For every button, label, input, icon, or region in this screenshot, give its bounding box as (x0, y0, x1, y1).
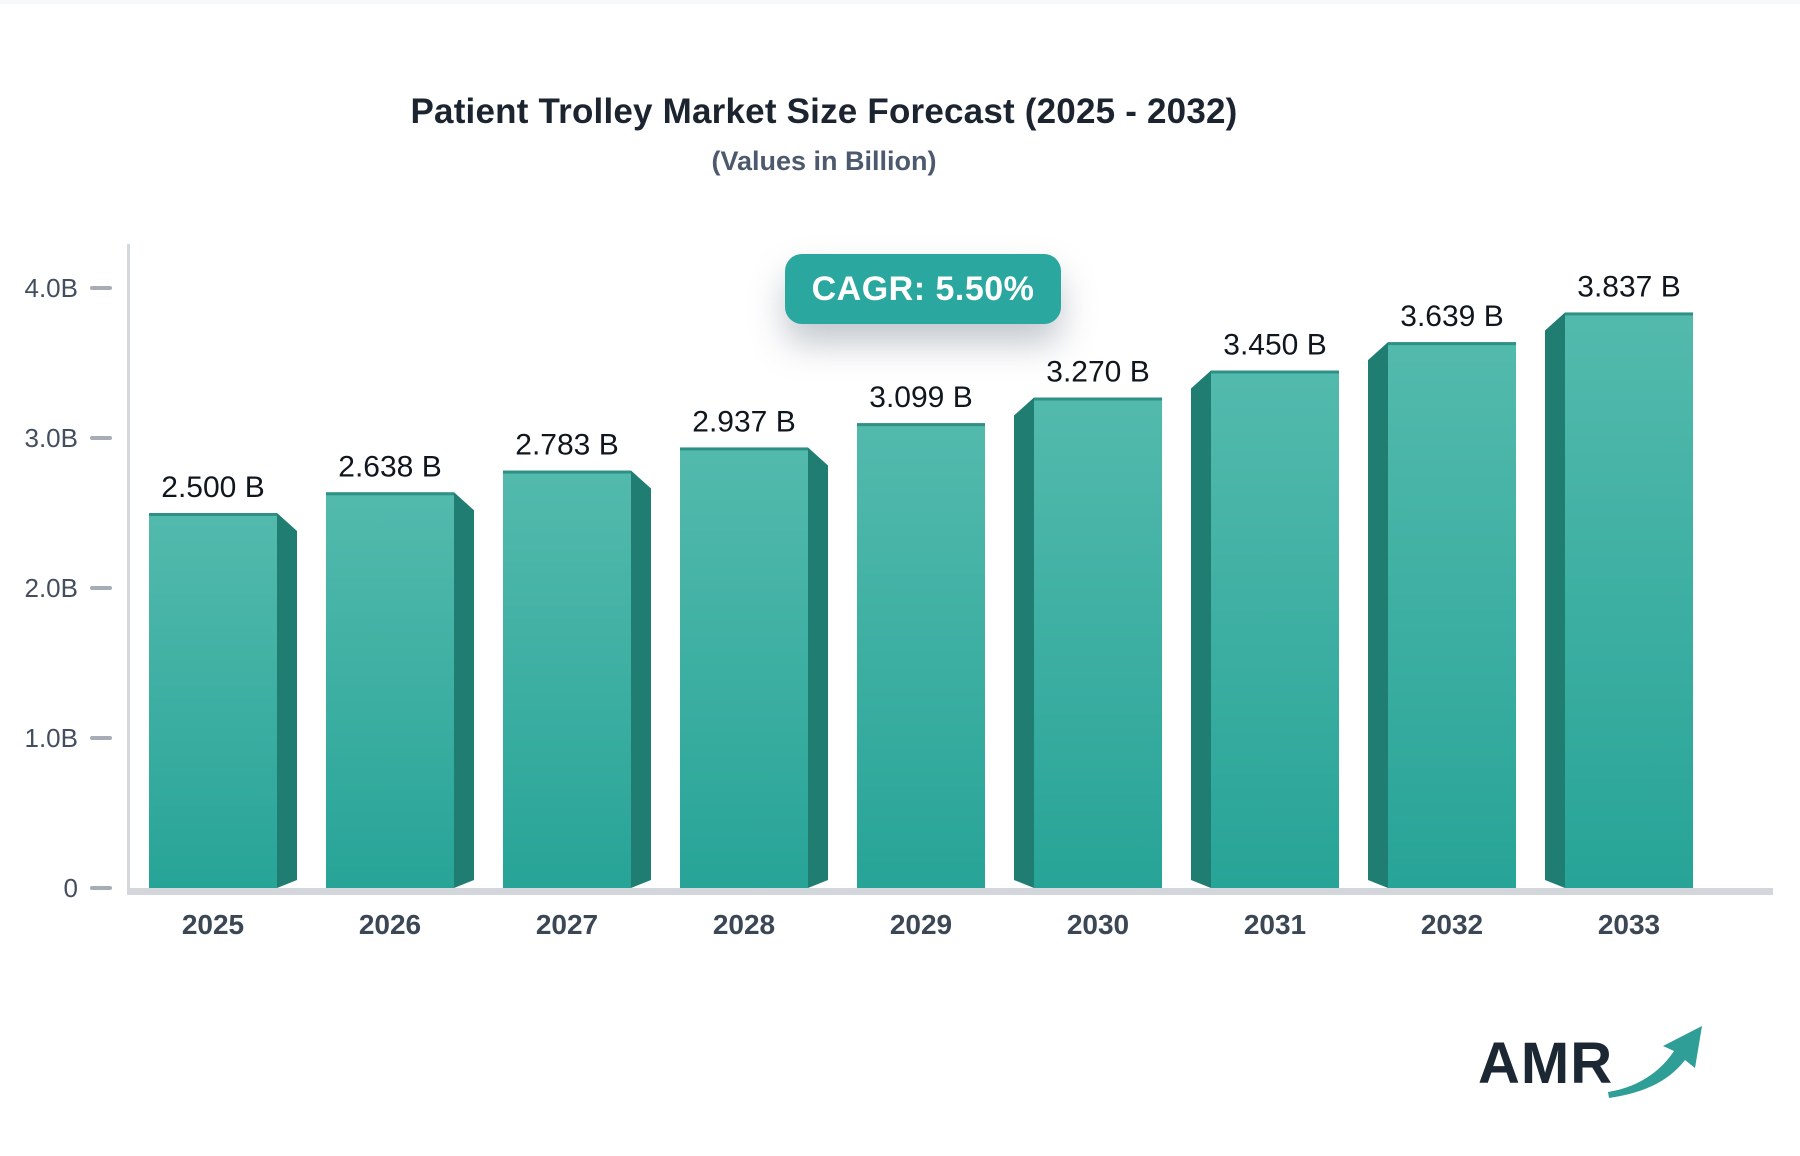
y-tick-dash (90, 886, 112, 890)
x-axis-label: 2030 (1067, 909, 1129, 940)
bar-side (1191, 370, 1211, 888)
bar-value-label: 3.639 B (1400, 300, 1503, 333)
y-axis-label: 4.0B (25, 273, 79, 303)
bar (1034, 397, 1162, 888)
y-axis-label: 2.0B (25, 573, 79, 603)
page-subtitle: (Values in Billion) (711, 146, 937, 176)
logo-arrow-icon (1608, 1026, 1702, 1098)
bar-top-edge (1388, 342, 1516, 346)
bar (1211, 370, 1339, 888)
x-axis-baseline (127, 888, 1773, 895)
chart-header: Patient Trolley Market Size Forecast (20… (0, 92, 1648, 177)
y-tick-dash (90, 436, 112, 440)
page-top-border (0, 0, 1800, 4)
bar-top-edge (1034, 397, 1162, 401)
y-axis-label: 1.0B (25, 723, 79, 753)
x-axis-label: 2027 (536, 909, 598, 940)
bar-value-label: 3.837 B (1577, 270, 1680, 303)
x-axis-label: 2026 (359, 909, 421, 940)
chart-svg: 0 1.0B 2.0B 3.0B 4.0B 2.500 B 2025 2.638 B 2026 2… (25, 244, 1773, 940)
bar (857, 423, 985, 888)
bar (680, 447, 808, 888)
bar-side (277, 513, 297, 888)
bar (503, 470, 631, 888)
y-axis-line (127, 244, 130, 888)
bar-value-label: 3.099 B (869, 381, 972, 414)
y-tick-dash (90, 286, 112, 290)
bar-chart: 0 1.0B 2.0B 3.0B 4.0B 2.500 B 2025 2.638 B 2026 2… (0, 230, 1800, 970)
bar-top-edge (149, 513, 277, 516)
bar-side (1014, 397, 1034, 888)
bar (1565, 312, 1693, 888)
y-axis-label: 3.0B (25, 423, 79, 453)
amr-logo: AMR (1478, 1022, 1708, 1108)
bar-value-label: 2.500 B (161, 471, 264, 504)
x-axis-label: 2031 (1244, 909, 1306, 940)
bar-side (1368, 342, 1388, 888)
bar (1388, 342, 1516, 888)
bar-value-label: 2.937 B (692, 405, 795, 438)
x-axis-label: 2028 (713, 909, 775, 940)
x-axis-label: 2032 (1421, 909, 1483, 940)
bar-value-label: 2.783 B (515, 429, 618, 462)
bar-side (631, 470, 651, 888)
y-axis-label: 0 (64, 873, 78, 903)
bar-top-edge (857, 423, 985, 427)
bar-value-label: 3.450 B (1223, 329, 1326, 362)
logo-arrow-path (1608, 1026, 1702, 1098)
x-axis-label: 2033 (1598, 909, 1660, 940)
bar-top-edge (680, 447, 808, 451)
y-tick-dash (90, 586, 112, 590)
bar-value-label: 3.270 B (1046, 356, 1149, 389)
bar-side (808, 447, 828, 888)
bar-top-edge (326, 492, 454, 496)
cagr-badge: CAGR: 5.50% (785, 254, 1061, 324)
bar (326, 492, 454, 888)
bar (149, 513, 277, 888)
x-axis-label: 2025 (182, 909, 244, 940)
x-axis-label: 2029 (890, 909, 952, 940)
cagr-badge-label: CAGR: 5.50% (811, 269, 1035, 308)
bar-top-edge (1565, 312, 1693, 316)
bar-value-label: 2.638 B (338, 450, 441, 483)
bar-side (1545, 312, 1565, 888)
page-title: Patient Trolley Market Size Forecast (20… (410, 92, 1238, 131)
bar-side (454, 492, 474, 888)
y-tick-dash (90, 736, 112, 740)
bar-top-edge (1211, 370, 1339, 374)
amr-logo-text: AMR (1478, 1031, 1614, 1096)
bar-top-edge (503, 470, 631, 474)
